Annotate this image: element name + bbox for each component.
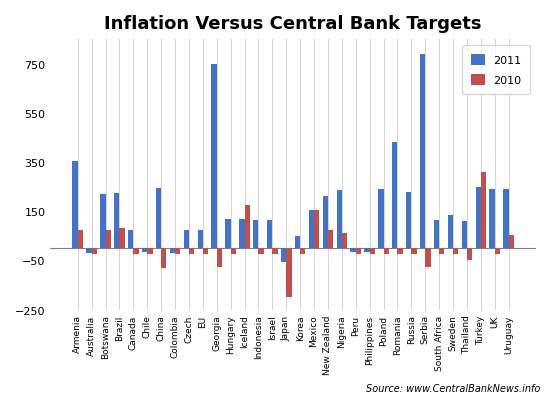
Bar <box>356 249 361 255</box>
Bar <box>300 249 305 255</box>
Bar <box>245 206 250 249</box>
Bar <box>106 230 111 249</box>
Bar <box>286 249 291 298</box>
Bar <box>78 230 83 249</box>
Bar <box>231 249 236 255</box>
Bar <box>342 234 347 249</box>
Bar <box>225 219 231 249</box>
Bar <box>309 211 314 249</box>
Bar <box>281 249 286 262</box>
Bar <box>87 249 91 253</box>
Bar <box>253 220 258 249</box>
Bar <box>212 65 217 249</box>
Bar <box>170 249 175 253</box>
Bar <box>412 249 417 255</box>
Bar <box>350 249 356 252</box>
Bar <box>120 229 125 249</box>
Bar <box>337 191 342 249</box>
Bar <box>267 220 272 249</box>
Bar <box>364 249 370 252</box>
Bar <box>203 249 208 255</box>
Bar <box>198 230 203 249</box>
Bar <box>272 249 278 255</box>
Bar <box>133 249 139 255</box>
Bar <box>467 249 472 261</box>
Bar <box>481 172 486 249</box>
Bar <box>328 230 333 249</box>
Title: Inflation Versus Central Bank Targets: Inflation Versus Central Bank Targets <box>105 15 482 33</box>
Bar <box>462 221 467 249</box>
Bar <box>100 194 106 249</box>
Bar <box>183 230 189 249</box>
Bar <box>142 249 147 252</box>
Bar <box>114 193 120 249</box>
Bar <box>509 235 514 249</box>
Bar <box>128 230 133 249</box>
Bar <box>72 162 78 249</box>
Bar <box>397 249 403 255</box>
Legend: 2011, 2010: 2011, 2010 <box>462 46 531 95</box>
Bar <box>91 249 97 255</box>
Text: Source: www.CentralBankNews.info: Source: www.CentralBankNews.info <box>366 383 540 393</box>
Bar <box>439 249 445 255</box>
Bar <box>239 219 245 249</box>
Bar <box>370 249 375 255</box>
Bar <box>189 249 194 255</box>
Bar <box>175 249 180 255</box>
Bar <box>383 249 389 255</box>
Bar <box>434 220 439 249</box>
Bar <box>406 192 412 249</box>
Bar <box>295 236 300 249</box>
Bar <box>425 249 430 267</box>
Bar <box>476 187 481 249</box>
Bar <box>161 249 166 268</box>
Bar <box>147 249 153 255</box>
Bar <box>420 55 425 249</box>
Bar <box>504 190 509 249</box>
Bar <box>453 249 458 255</box>
Bar <box>217 249 222 267</box>
Bar <box>495 249 500 255</box>
Bar <box>392 143 397 249</box>
Bar <box>314 211 320 249</box>
Bar <box>489 190 495 249</box>
Bar <box>378 190 383 249</box>
Bar <box>323 197 328 249</box>
Bar <box>156 188 161 249</box>
Bar <box>448 215 453 249</box>
Bar <box>258 249 264 255</box>
